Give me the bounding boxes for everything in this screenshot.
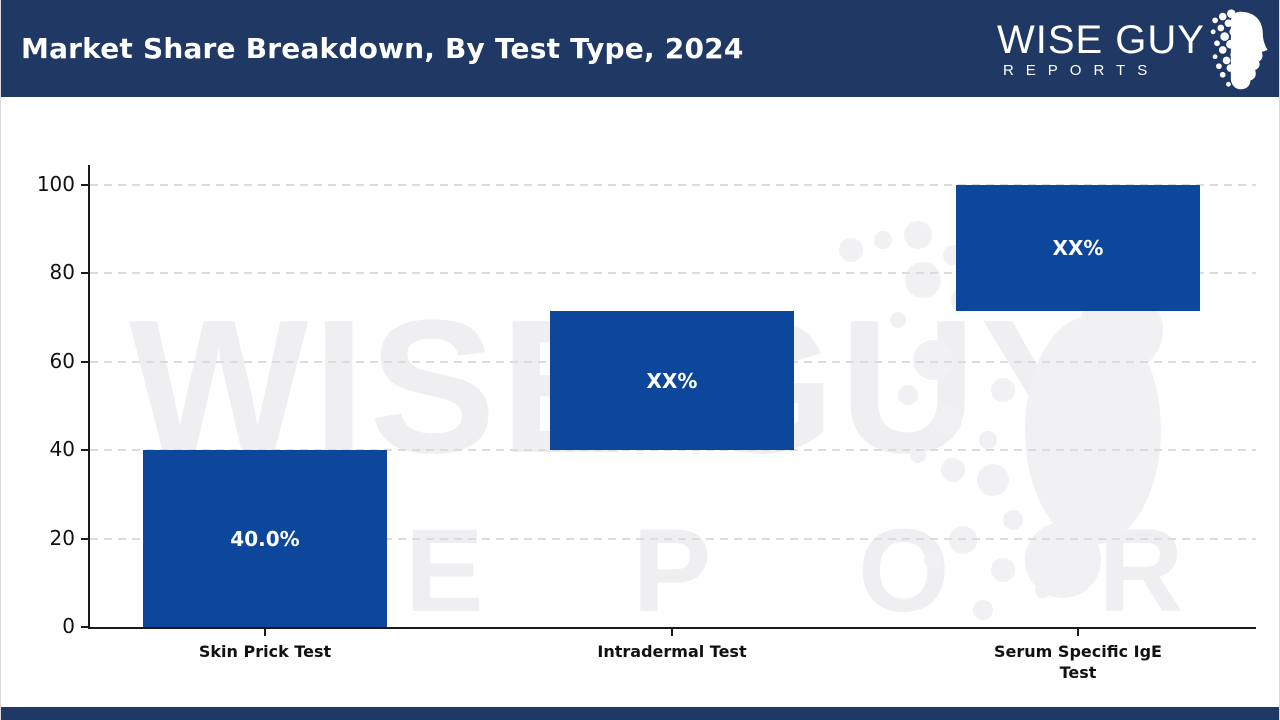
x-tick-mark [671,627,673,636]
y-tick-label: 40 [13,437,75,461]
page-title: Market Share Breakdown, By Test Type, 20… [21,32,744,65]
y-tick-label-text: 40 [49,437,75,461]
bar-segment: 40.0% [143,450,387,627]
y-tick-mark [81,537,90,540]
bar-segment: XX% [550,311,794,450]
y-tick-label: 0 [13,614,75,638]
logo-wordmark: WISE GUY [996,17,1205,62]
wiseguy-reports-logo: WISE GUY REPORTS [997,7,1279,91]
bar-segment-text: 40.0% [230,526,300,551]
bar-segment-text: XX% [1052,235,1104,260]
y-tick-mark [81,183,90,186]
y-tick-label: 60 [13,349,75,373]
footer-bar [1,707,1279,720]
x-tick-mark [1077,627,1079,636]
y-tick-label-text: 60 [49,348,75,373]
y-tick-label-text: 80 [49,260,75,284]
x-tick-mark [264,627,266,636]
x-category-label-text: Intradermal Test [597,642,747,661]
gridline [90,449,1256,451]
gridline [90,183,1256,186]
y-tick-label: 100 [13,172,75,196]
x-category-label: Intradermal Test [512,641,832,662]
x-axis-spine [88,627,1256,629]
x-category-label-text: Serum Specific IgE Test [994,642,1162,682]
logo-subtitle: REPORTS [1002,61,1160,79]
gridline [90,272,1256,274]
y-tick-label-text: 20 [49,525,75,550]
x-category-label: Serum Specific IgE Test [918,641,1238,683]
y-tick-mark [81,360,90,363]
x-category-label-text: Skin Prick Test [198,642,332,661]
logo-text: WISE GUY REPORTS [997,19,1205,79]
y-tick-label: 20 [13,526,75,550]
y-tick-mark [81,626,90,628]
dotted-head-icon [1210,8,1268,89]
y-tick-mark [81,272,90,274]
gridline [90,537,1256,540]
y-tick-label-text: 0 [62,614,75,638]
bar-segment: XX% [956,184,1200,312]
y-tick-mark [81,449,90,451]
y-axis-spine [88,165,90,629]
x-category-label: Skin Prick Test [105,641,425,662]
header-bar: Market Share Breakdown, By Test Type, 20… [1,0,1279,97]
y-tick-label: 80 [13,260,75,284]
bar-segment-text: XX% [646,368,698,393]
y-tick-label-text: 100 [36,171,75,196]
